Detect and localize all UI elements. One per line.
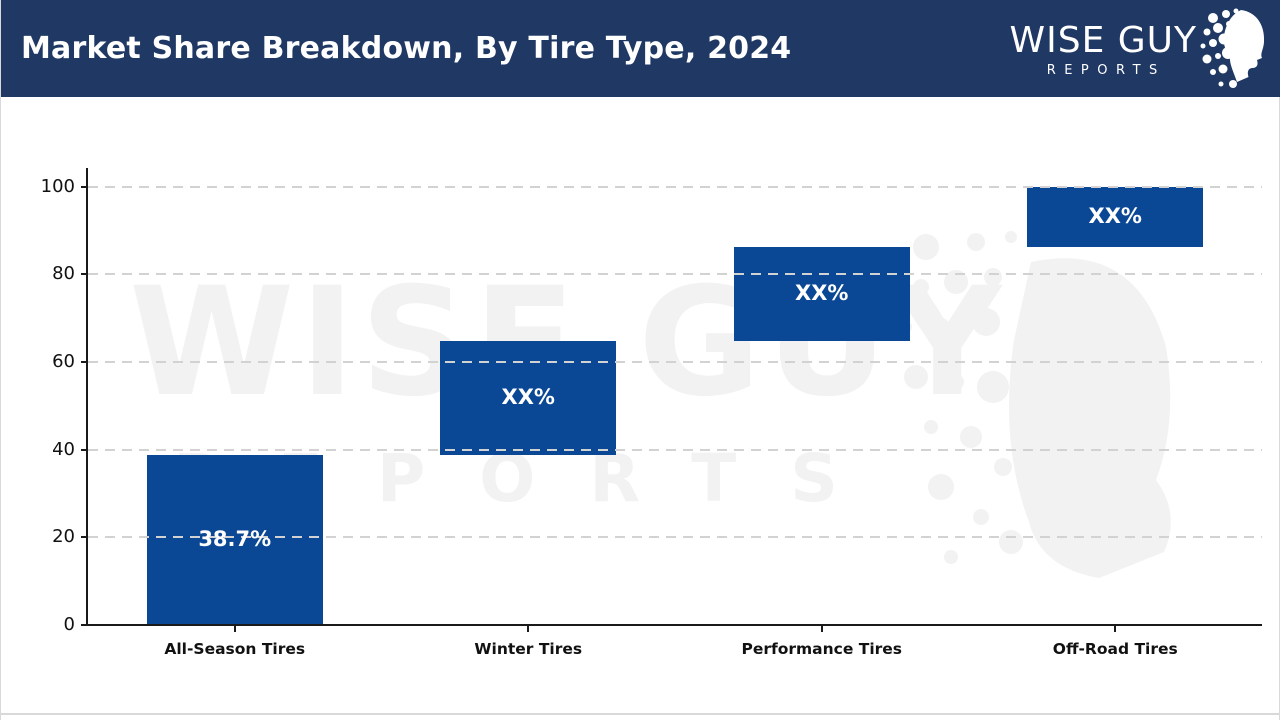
bar-all-season-tires bbox=[146, 455, 323, 625]
y-tick-label: 20 bbox=[52, 526, 75, 548]
y-tick-label: 0 bbox=[63, 614, 75, 635]
y-tick-mark-20 bbox=[81, 536, 88, 539]
chart-plot-area: 0 20 40 60 80 100 38.7% All-Season Tires XX% Wint… bbox=[1, 97, 1280, 713]
logo-head-icon bbox=[1200, 8, 1265, 88]
y-tick-mark-0 bbox=[81, 624, 88, 626]
gridline-y-40 bbox=[88, 448, 1262, 451]
y-tick-mark-80 bbox=[81, 273, 88, 276]
y-tick-mark-40 bbox=[81, 448, 88, 451]
x-category-label: Performance Tires bbox=[741, 640, 903, 658]
bar-value-label: XX% bbox=[1088, 203, 1142, 228]
gridline-y-60 bbox=[88, 360, 1262, 363]
x-tick-mark-winter-tires bbox=[527, 626, 530, 632]
header-bar: Market Share Breakdown, By Tire Type, 20… bbox=[1, 0, 1280, 97]
y-axis-line bbox=[86, 168, 88, 626]
bar-winter-tires bbox=[440, 340, 617, 456]
gridline-y-20 bbox=[88, 536, 1262, 539]
x-tick-mark-performance-tires bbox=[820, 626, 823, 632]
x-category-label: Off-Road Tires bbox=[1052, 640, 1178, 658]
y-tick-label: 40 bbox=[52, 438, 75, 460]
y-tick-label: 80 bbox=[52, 263, 75, 285]
gridline-y-100 bbox=[88, 185, 1262, 188]
watermark-head-icon bbox=[900, 231, 1171, 578]
x-category-label: Winter Tires bbox=[474, 640, 583, 658]
wise-guy-logo: WISE GUY REPORTS bbox=[1010, 4, 1270, 94]
footer-divider bbox=[1, 713, 1280, 715]
x-category-label: All-Season Tires bbox=[164, 640, 306, 658]
logo-wordmark: WISE GUY bbox=[1009, 19, 1197, 61]
gridline-y-80 bbox=[88, 273, 1262, 276]
y-tick-mark-100 bbox=[81, 185, 88, 188]
y-tick-label: 60 bbox=[52, 350, 75, 372]
page-title: Market Share Breakdown, By Tire Type, 20… bbox=[21, 31, 792, 66]
y-tick-label: 100 bbox=[40, 175, 75, 197]
logo-text: WISE GUY REPORTS bbox=[1009, 19, 1198, 78]
x-axis-line bbox=[86, 624, 1262, 626]
x-tick-mark-all-season-tires bbox=[233, 626, 236, 632]
bar-value-label: XX% bbox=[501, 385, 555, 410]
x-tick-mark-off-road-tires bbox=[1114, 626, 1117, 632]
bar-value-label: XX% bbox=[795, 280, 849, 305]
bar-off-road-tires bbox=[1027, 186, 1204, 247]
bar-performance-tires bbox=[733, 247, 910, 341]
logo-subtitle: REPORTS bbox=[1046, 62, 1166, 78]
bar-value-label: 38.7% bbox=[198, 527, 272, 552]
y-tick-mark-60 bbox=[81, 360, 88, 363]
